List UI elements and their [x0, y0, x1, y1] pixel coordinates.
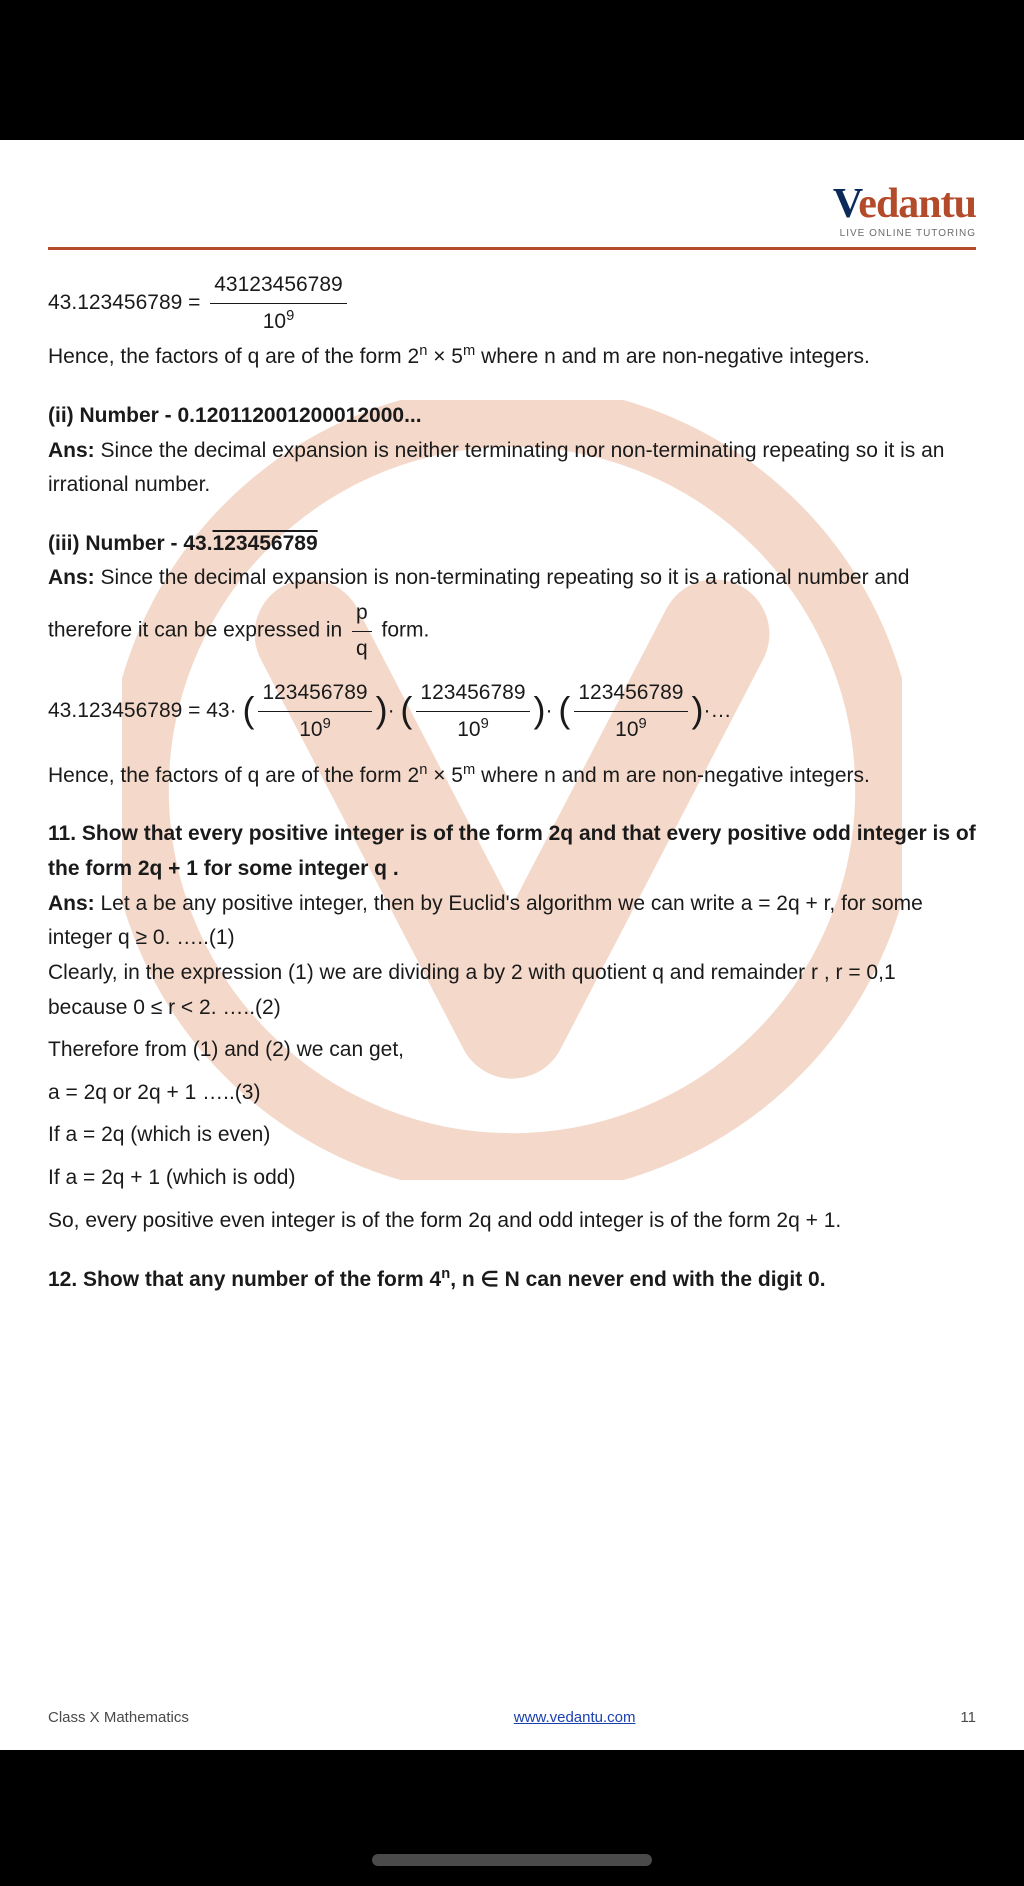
eq1-den: 109 [210, 304, 346, 340]
viewport: Vedantu LIVE ONLINE TUTORING 43.12345678… [0, 0, 1024, 1886]
equation-2: 43.123456789 = 43· (123456789109)· (1234… [48, 676, 976, 747]
home-handle[interactable] [372, 1854, 652, 1866]
equation-1: 43.123456789 = 43123456789 109 Hence, th… [48, 268, 976, 375]
brand-v: V [833, 181, 858, 227]
q-iii-head: (iii) Number - 43.123456789 [48, 527, 976, 562]
question-12: 12. Show that any number of the form 4n,… [48, 1262, 976, 1298]
bottom-black-bar [0, 1750, 1024, 1886]
q11-l5: If a = 2q (which is even) [48, 1118, 976, 1153]
q11-head: 11. Show that every positive integer is … [48, 817, 976, 886]
q11-l4: a = 2q or 2q + 1 …..(3) [48, 1076, 976, 1111]
question-11: 11. Show that every positive integer is … [48, 817, 976, 1238]
question-iii: (iii) Number - 43.123456789 Ans: Since t… [48, 527, 976, 793]
top-black-bar [0, 0, 1024, 140]
question-ii: (ii) Number - 0.120112001200012000... An… [48, 399, 976, 503]
q11-l2: Clearly, in the expression (1) we are di… [48, 956, 976, 1025]
q11-l6: If a = 2q + 1 (which is odd) [48, 1161, 976, 1196]
document-page: Vedantu LIVE ONLINE TUTORING 43.12345678… [0, 140, 1024, 1750]
eq1-fraction: 43123456789 109 [210, 268, 346, 339]
brand-logo: Vedantu [48, 180, 976, 228]
q-iii-answer-1: Ans: Since the decimal expansion is non-… [48, 561, 976, 666]
footer-left: Class X Mathematics [48, 1709, 189, 1726]
eq1-lhs: 43.123456789 = [48, 291, 200, 314]
q-ii-answer: Ans: Since the decimal expansion is neit… [48, 434, 976, 503]
page-footer: Class X Mathematics www.vedantu.com 11 [48, 1709, 976, 1726]
frac-p-over-q: p q [352, 596, 372, 666]
footer-page-number: 11 [960, 1709, 976, 1726]
q-ii-head: (ii) Number - 0.120112001200012000... [48, 399, 976, 434]
q11-l7: So, every positive even integer is of th… [48, 1204, 976, 1239]
header-rule [48, 247, 976, 250]
para-2: Hence, the factors of q are of the form … [48, 758, 976, 794]
para-1: Hence, the factors of q are of the form … [48, 339, 976, 375]
brand-rest: edantu [858, 181, 976, 227]
page-content: Vedantu LIVE ONLINE TUTORING 43.12345678… [48, 180, 976, 1298]
brand-tagline: LIVE ONLINE TUTORING [48, 228, 976, 239]
eq1-num: 43123456789 [210, 268, 346, 304]
footer-link[interactable]: www.vedantu.com [514, 1709, 636, 1726]
q11-l3: Therefore from (1) and (2) we can get, [48, 1033, 976, 1068]
q12-head: 12. Show that any number of the form 4n,… [48, 1262, 976, 1298]
q11-l1: Ans: Let a be any positive integer, then… [48, 887, 976, 956]
